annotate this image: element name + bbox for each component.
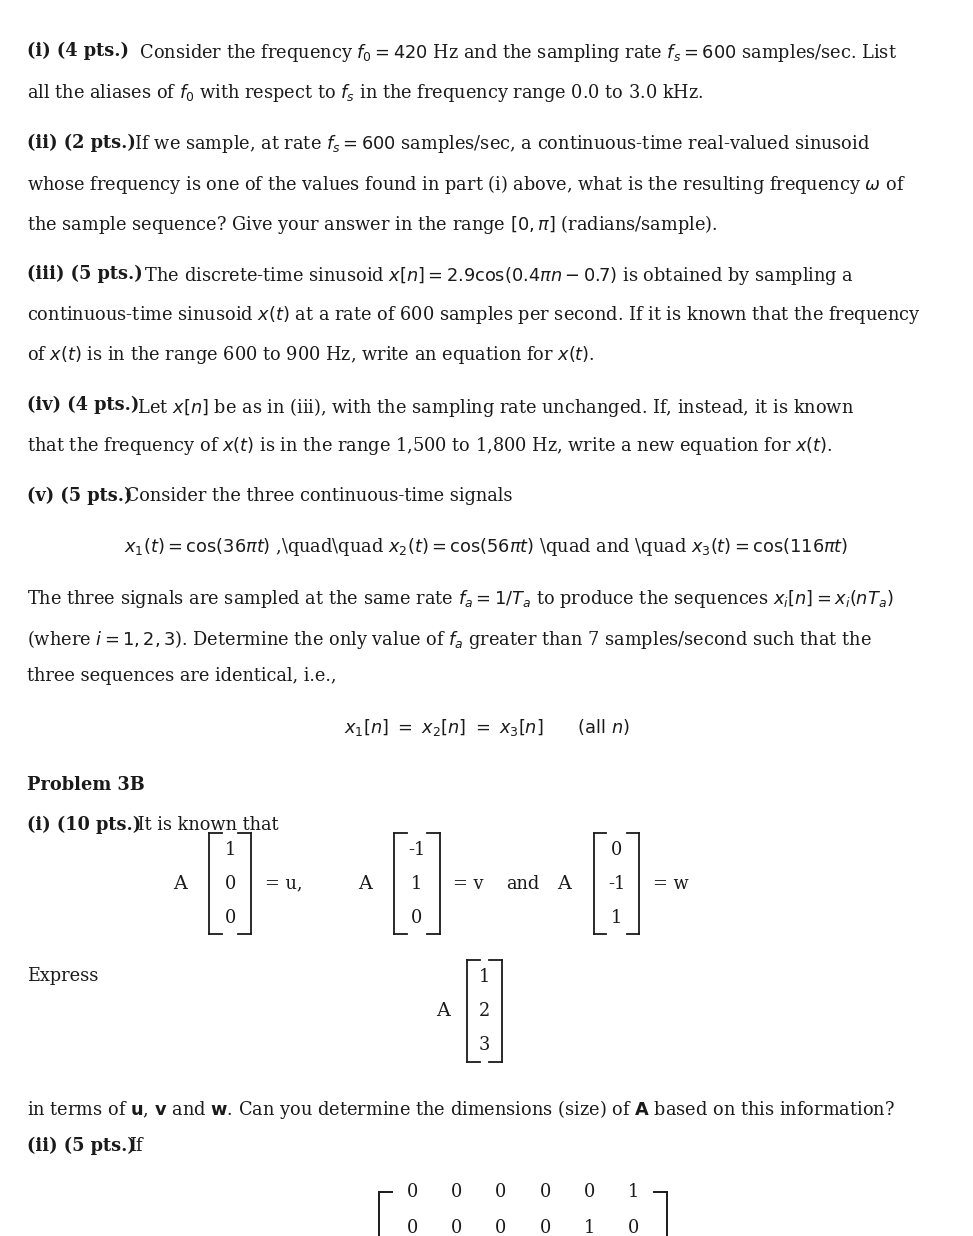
- Text: (ii) (5 pts.): (ii) (5 pts.): [27, 1137, 136, 1156]
- Text: 0: 0: [225, 908, 235, 927]
- Text: -1: -1: [608, 875, 625, 892]
- Text: 1: 1: [412, 875, 422, 892]
- Text: in terms of $\mathbf{u}$, $\mathbf{v}$ and $\mathbf{w}$. Can you determine the d: in terms of $\mathbf{u}$, $\mathbf{v}$ a…: [27, 1098, 895, 1121]
- Text: A: A: [436, 1002, 450, 1020]
- Text: 0: 0: [495, 1219, 507, 1236]
- Text: that the frequency of $x(t)$ is in the range 1,500 to 1,800 Hz, write a new equa: that the frequency of $x(t)$ is in the r…: [27, 435, 833, 457]
- Text: 0: 0: [611, 840, 622, 859]
- Text: three sequences are identical, i.e.,: three sequences are identical, i.e.,: [27, 667, 337, 686]
- Text: 1: 1: [611, 908, 622, 927]
- Text: 0: 0: [407, 1183, 418, 1200]
- Text: Let $x[n]$ be as in (iii), with the sampling rate unchanged. If, instead, it is : Let $x[n]$ be as in (iii), with the samp…: [132, 396, 854, 419]
- Text: Problem 3B: Problem 3B: [27, 776, 145, 795]
- Text: all the aliases of $f_0$ with respect to $f_s$ in the frequency range 0.0 to 3.0: all the aliases of $f_0$ with respect to…: [27, 82, 703, 104]
- Text: 0: 0: [412, 908, 422, 927]
- Text: (where $i = 1, 2, 3$). Determine the only value of $f_a$ greater than 7 samples/: (where $i = 1, 2, 3$). Determine the onl…: [27, 628, 872, 651]
- Text: If we sample, at rate $f_s = 600$ samples/sec, a continuous-time real-valued sin: If we sample, at rate $f_s = 600$ sample…: [129, 133, 871, 156]
- Text: The three signals are sampled at the same rate $f_a = 1/T_a$ to produce the sequ: The three signals are sampled at the sam…: [27, 588, 894, 611]
- Text: (iv) (4 pts.): (iv) (4 pts.): [27, 396, 139, 414]
- Text: -1: -1: [409, 840, 425, 859]
- Text: Consider the three continuous-time signals: Consider the three continuous-time signa…: [120, 487, 512, 506]
- Text: A: A: [358, 875, 372, 892]
- Text: whose frequency is one of the values found in part (i) above, what is the result: whose frequency is one of the values fou…: [27, 173, 906, 197]
- Text: of $x(t)$ is in the range 600 to 900 Hz, write an equation for $x(t)$.: of $x(t)$ is in the range 600 to 900 Hz,…: [27, 344, 595, 366]
- Text: A: A: [558, 875, 571, 892]
- Text: the sample sequence? Give your answer in the range $[0, \pi]$ (radians/sample).: the sample sequence? Give your answer in…: [27, 213, 718, 236]
- Text: $x_1(t) = \cos(36\pi t)$ ,\quad\quad $x_2(t) = \cos(56\pi t)$ \quad and \quad $x: $x_1(t) = \cos(36\pi t)$ ,\quad\quad $x_…: [125, 536, 848, 559]
- Text: 2: 2: [479, 1002, 490, 1020]
- Text: 1: 1: [584, 1219, 595, 1236]
- Text: A: A: [173, 875, 187, 892]
- Text: 0: 0: [450, 1219, 462, 1236]
- Text: (ii) (2 pts.): (ii) (2 pts.): [27, 133, 136, 152]
- Text: (iii) (5 pts.): (iii) (5 pts.): [27, 265, 143, 283]
- Text: and: and: [506, 875, 539, 892]
- Text: (i) (10 pts.): (i) (10 pts.): [27, 816, 141, 834]
- Text: 0: 0: [495, 1183, 507, 1200]
- Text: 3: 3: [479, 1036, 490, 1054]
- Text: (v) (5 pts.): (v) (5 pts.): [27, 487, 132, 506]
- Text: Express: Express: [27, 967, 98, 985]
- Text: Consider the frequency $f_0 = 420$ Hz and the sampling rate $f_s = 600$ samples/: Consider the frequency $f_0 = 420$ Hz an…: [134, 42, 897, 64]
- Text: 0: 0: [539, 1219, 551, 1236]
- Text: 0: 0: [539, 1183, 551, 1200]
- Text: (i) (4 pts.): (i) (4 pts.): [27, 42, 129, 61]
- Text: 0: 0: [407, 1219, 418, 1236]
- Text: continuous-time sinusoid $x(t)$ at a rate of 600 samples per second. If it is kn: continuous-time sinusoid $x(t)$ at a rat…: [27, 304, 920, 326]
- Text: = w: = w: [653, 875, 689, 892]
- Text: 0: 0: [584, 1183, 595, 1200]
- Text: 1: 1: [479, 968, 490, 986]
- Text: 0: 0: [628, 1219, 639, 1236]
- Text: $x_1[n] \ = \ x_2[n] \ = \ x_3[n] \qquad \text{(all } n\text{)}$: $x_1[n] \ = \ x_2[n] \ = \ x_3[n] \qquad…: [343, 717, 630, 738]
- Text: If: If: [129, 1137, 143, 1156]
- Text: = v: = v: [453, 875, 484, 892]
- Text: The discrete-time sinusoid $x[n] = 2.9\cos(0.4\pi n - 0.7)$ is obtained by sampl: The discrete-time sinusoid $x[n] = 2.9\c…: [139, 265, 854, 287]
- Text: = u,: = u,: [265, 875, 303, 892]
- Text: 0: 0: [225, 875, 235, 892]
- Text: It is known that: It is known that: [132, 816, 279, 834]
- Text: 0: 0: [450, 1183, 462, 1200]
- Text: 1: 1: [225, 840, 235, 859]
- Text: 1: 1: [628, 1183, 639, 1200]
